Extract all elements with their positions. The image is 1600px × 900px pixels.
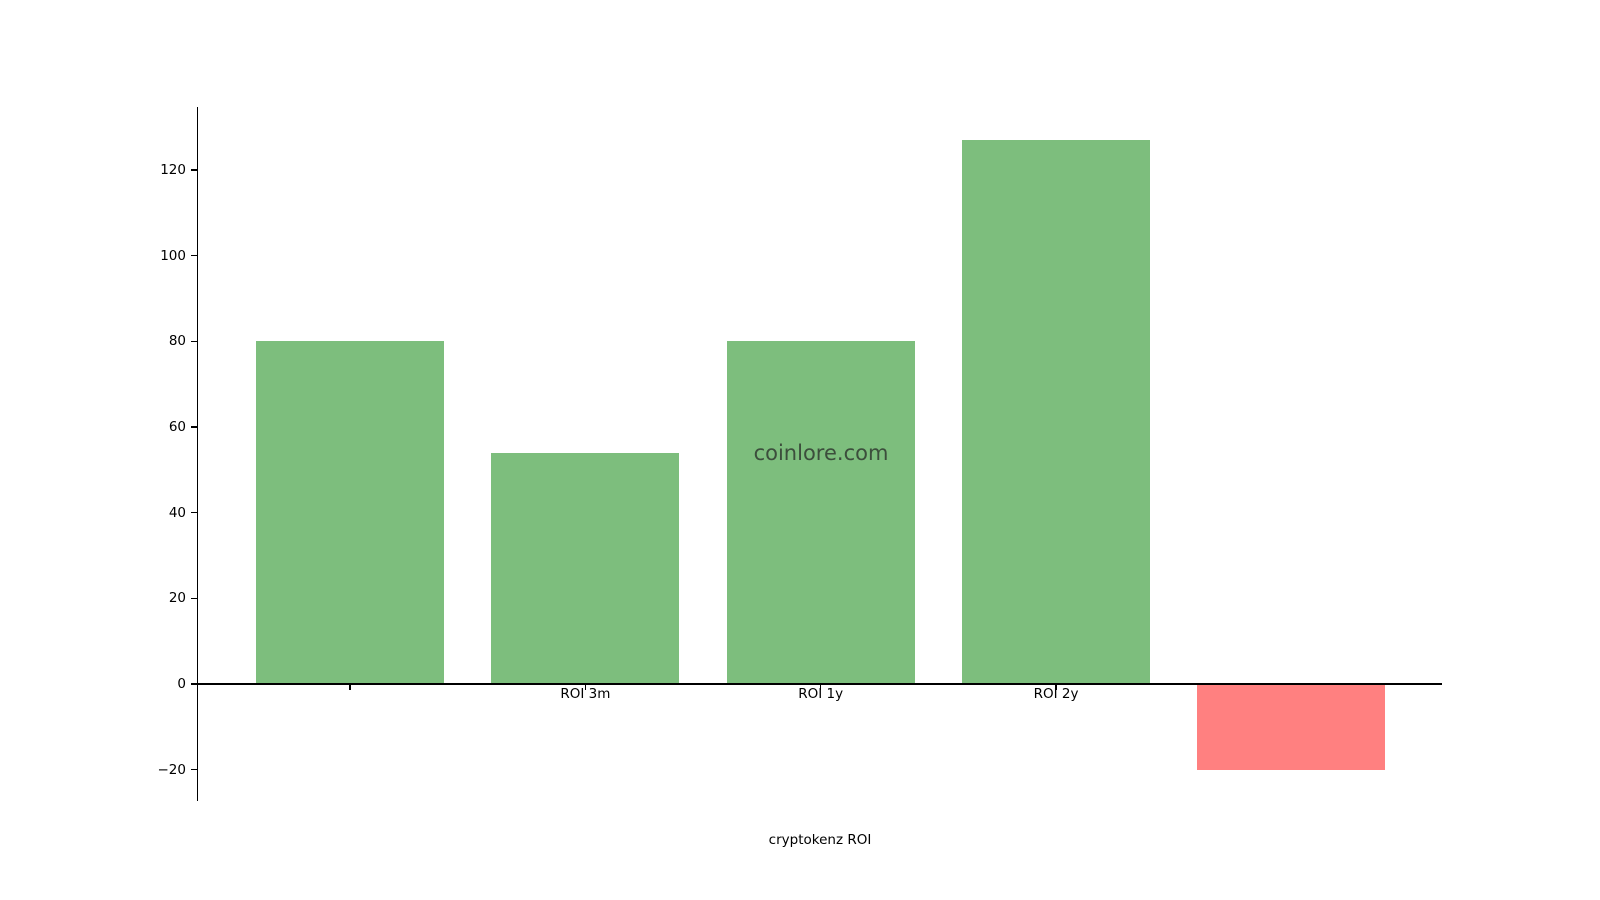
y-axis-tick [190,597,197,600]
y-axis-tick [190,512,197,514]
chart-title: cryptokenz ROI [768,832,872,848]
x-axis-zero-line [196,683,1442,685]
y-axis-tick [190,683,197,685]
bar-category-1 [256,341,444,685]
y-axis-tick-label: 80 [168,333,186,350]
chart-watermark: coinlore.com [753,441,889,465]
y-axis-tick [190,426,197,428]
y-axis-tick [190,340,197,342]
x-axis-tick [349,684,351,691]
x-axis-tick-label: ROI 2y [1033,686,1079,703]
x-axis-tick [820,684,822,691]
y-axis-spine [196,107,198,801]
y-axis-tick-label: 100 [160,247,186,264]
y-axis-tick-label: 120 [160,161,186,178]
x-axis-tick-label: ROI 3m [560,686,611,703]
y-axis-tick-label: 20 [168,590,186,607]
y-axis-tick-label: −20 [157,761,187,778]
bar-category-5 [1197,684,1386,770]
x-axis-tick-label: ROI 1y [798,686,844,703]
y-axis-tick [190,169,197,171]
bar-roi-3m [491,452,680,685]
y-axis-tick [190,769,197,771]
x-axis-tick [1055,684,1057,691]
bar-roi-1y [726,341,915,685]
y-axis-tick [190,255,197,257]
x-axis-tick [584,684,586,691]
bar-roi-2y [962,139,1151,685]
y-axis-tick-label: 0 [177,676,186,693]
y-axis-tick-label: 40 [168,504,186,521]
y-axis-tick-label: 60 [168,419,186,435]
